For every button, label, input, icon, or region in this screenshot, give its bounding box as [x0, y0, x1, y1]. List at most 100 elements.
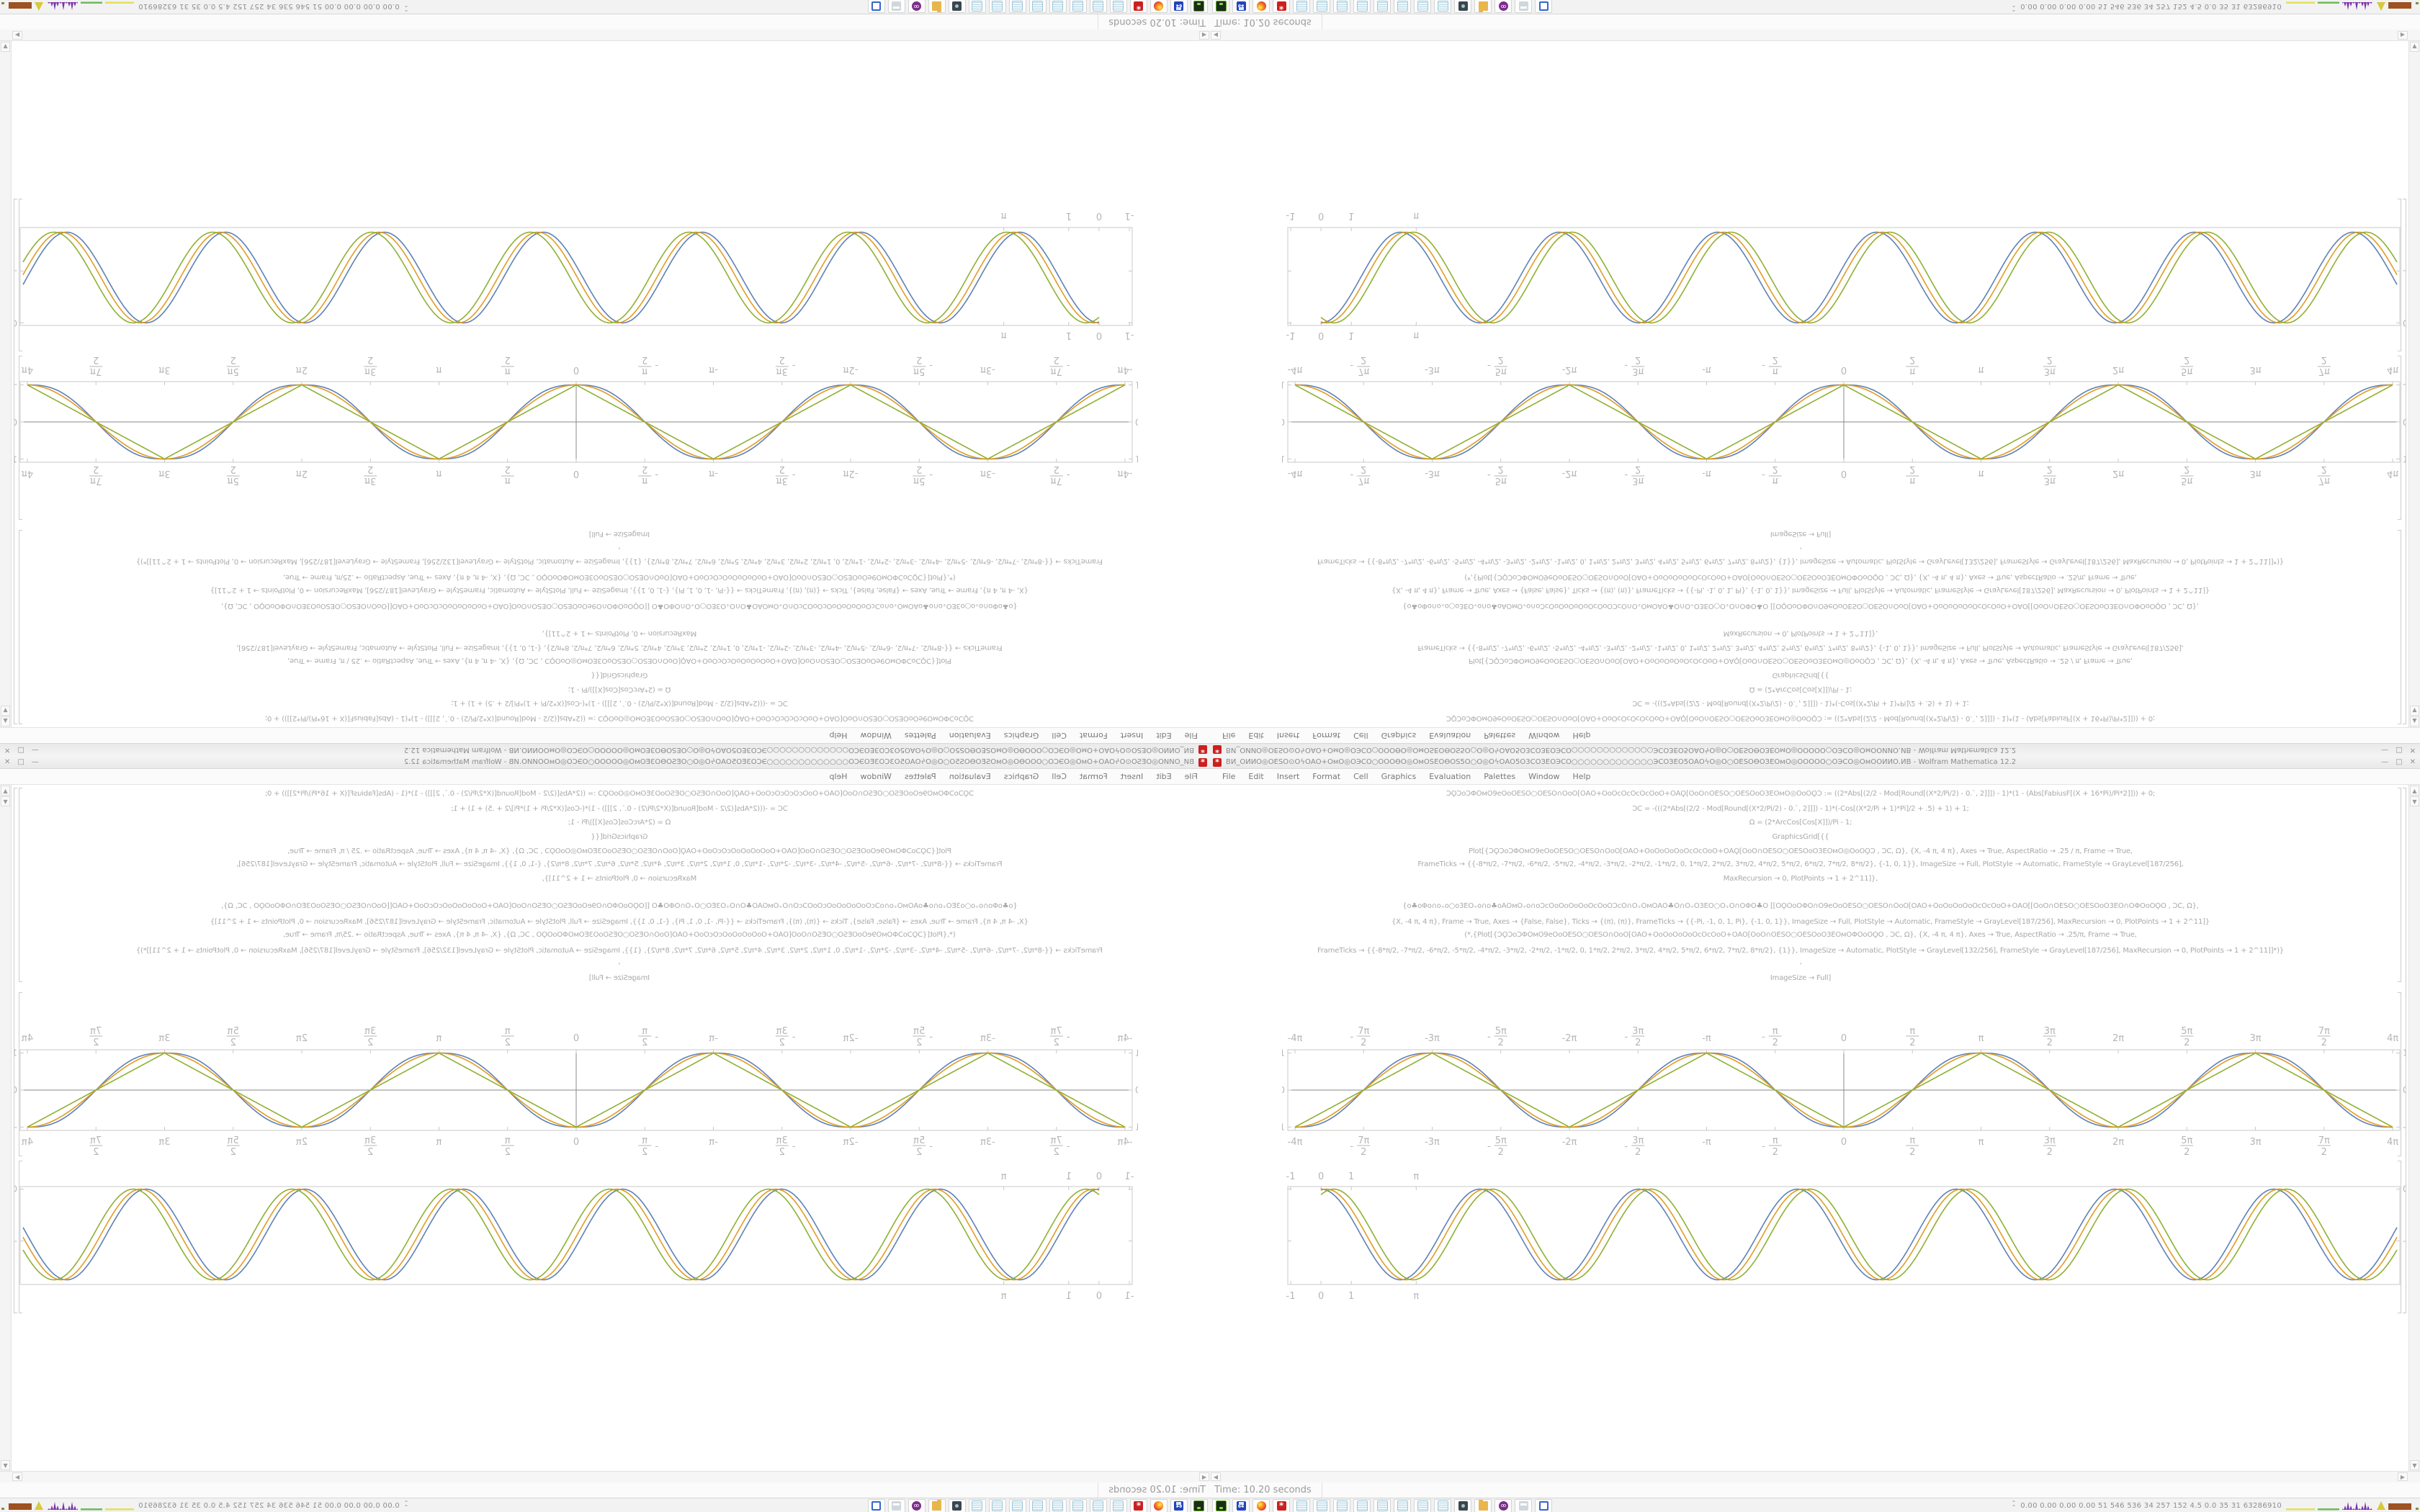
- scroll-up-icon[interactable]: ▲: [1, 716, 10, 726]
- taskbar-button-owl[interactable]: oo: [908, 1498, 926, 1512]
- code-line-7[interactable]: MaxRecursion → 0, PlotPoints → 1 + 2^11]…: [1723, 629, 1878, 637]
- taskbar-button-terminal-green[interactable]: [1191, 1498, 1208, 1512]
- menu-item-file[interactable]: File: [1184, 772, 1198, 781]
- taskbar-button-camera[interactable]: [1454, 1498, 1471, 1512]
- menu-item-file[interactable]: File: [1222, 772, 1236, 781]
- code-line-3[interactable]: Ω = (2*ArcCos[Cos[X]])/Pi - 1;: [1749, 685, 1852, 693]
- close-button[interactable]: ✕: [2409, 758, 2416, 766]
- scroll-down-icon[interactable]: ▼: [2410, 706, 2419, 716]
- code-line-3[interactable]: Ω = (2*ArcCos[Cos[X]])/Pi - 1;: [1749, 819, 1852, 827]
- menu-item-file[interactable]: File: [1222, 731, 1236, 740]
- taskbar-button-notepad[interactable]: [1110, 1498, 1127, 1512]
- taskbar-button-terminal-green[interactable]: [1212, 1498, 1229, 1512]
- notebook-content[interactable]: ƆϘƆоƆΦОмО9еОоОЕЅО○ОЕЅО∩ОоО[ОАО+ОоОсОсОсО…: [1210, 41, 2408, 727]
- code-line-8[interactable]: {о♣оΦо∩о₊о○о3ЕО₊о∩о♣оАОмО₊о∩оϽсОоОоОоОоО…: [1402, 602, 2199, 610]
- menu-item-help[interactable]: Help: [829, 772, 848, 781]
- vertical-scrollbar[interactable]: ▲ ▼ ▼: [0, 41, 12, 727]
- code-line-4[interactable]: GraphicsGrid[{{: [591, 833, 648, 841]
- cell-bracket-plot1[interactable]: [2398, 992, 2401, 1156]
- menu-item-palettes[interactable]: Palettes: [904, 731, 936, 740]
- taskbar-button-window-blue[interactable]: [868, 0, 885, 14]
- taskbar-button-notepad[interactable]: [1070, 0, 1087, 14]
- code-line-12[interactable]: ': [618, 962, 621, 970]
- taskbar-button-notepad[interactable]: [1029, 0, 1047, 14]
- taskbar-button-window-blue[interactable]: [868, 1498, 885, 1512]
- code-line-6[interactable]: FrameTicks → {{-8*π/2, -7*π/2, -6*π/2, -…: [1417, 644, 2184, 652]
- taskbar-button-notepad[interactable]: [1009, 0, 1026, 14]
- taskbar-button-notepad[interactable]: [1434, 0, 1451, 14]
- code-line-4[interactable]: GraphicsGrid[{{: [1772, 833, 1829, 841]
- scroll-up-icon[interactable]: ▲: [1, 786, 10, 796]
- taskbar-button-floppy-64[interactable]: 64: [1170, 0, 1188, 14]
- scroll-right-icon[interactable]: ▶: [12, 1472, 22, 1481]
- taskbar-button-notepad[interactable]: [1373, 1498, 1391, 1512]
- menu-item-insert[interactable]: Insert: [1276, 731, 1300, 740]
- menu-item-insert[interactable]: Insert: [1276, 772, 1300, 781]
- code-line-2[interactable]: ϽС = -(((2*Abs[(2/2 - Mod[Round[(X*2/Pi/…: [1632, 699, 1969, 707]
- tray-expand-icon[interactable]: ⌃ ⌃: [2011, 1500, 2017, 1511]
- vertical-scrollbar[interactable]: ▲ ▼ ▼: [2408, 785, 2420, 1471]
- code-line-5[interactable]: Plot[{ƆϘƆоƆΦОмО9еОоОЕЅО○ОЕЅО∩ОоО[ОАО+ОоО…: [1469, 657, 2133, 665]
- taskbar-button-floppy-64[interactable]: 64: [1232, 0, 1250, 14]
- tray-expand-icon[interactable]: ⌃ ⌃: [403, 1, 409, 12]
- cell-bracket-group[interactable]: [14, 199, 17, 724]
- taskbar-button-folder[interactable]: [928, 0, 946, 14]
- taskbar-button-owl[interactable]: oo: [1494, 1498, 1512, 1512]
- menu-item-format[interactable]: Format: [1312, 772, 1341, 781]
- code-line-10[interactable]: (*,{Plot[{ƆϘƆоƆΦОмО9еОоОЕЅО○ОЕЅО∩ОоО[ОАО…: [1464, 931, 2137, 939]
- code-line-9[interactable]: {X, -4 π, 4 π}, Frame → True, Axes → {Fa…: [210, 918, 1028, 926]
- code-line-12[interactable]: ': [1799, 542, 1802, 550]
- taskbar-button-notepad[interactable]: [1394, 0, 1411, 14]
- code-line-1[interactable]: ƆϘƆоƆΦОмО9еОоОЕЅО○ОЕЅО∩ОоО[ОАО+ОоОсОсОсО…: [264, 790, 974, 798]
- code-line-11[interactable]: FrameTicks → {{-8*π/2, -7*π/2, -6*π/2, -…: [136, 947, 1103, 955]
- scroll-left-icon[interactable]: ◀: [1199, 1472, 1209, 1481]
- menu-item-graphics[interactable]: Graphics: [1003, 772, 1039, 781]
- taskbar-button-mathematica[interactable]: *: [1273, 0, 1290, 14]
- taskbar-button-notepad[interactable]: [1353, 1498, 1371, 1512]
- maximize-button[interactable]: □: [17, 758, 24, 766]
- taskbar-button-folder[interactable]: [928, 1498, 946, 1512]
- code-line-7[interactable]: MaxRecursion → 0, PlotPoints → 1 + 2^11]…: [542, 629, 697, 637]
- scroll-down-icon[interactable]: ▼: [1, 1460, 10, 1470]
- maximize-button[interactable]: □: [2396, 758, 2403, 766]
- menu-item-file[interactable]: File: [1184, 731, 1198, 740]
- menu-item-edit[interactable]: Edit: [1156, 772, 1172, 781]
- scroll-left-icon[interactable]: ◀: [1211, 31, 1221, 40]
- taskbar-button-floppy-64[interactable]: 64: [1170, 1498, 1188, 1512]
- menu-item-graphics[interactable]: Graphics: [1381, 731, 1417, 740]
- scroll-down-icon[interactable]: ▼: [2410, 1460, 2419, 1470]
- scroll-right-icon[interactable]: ▶: [2398, 31, 2408, 40]
- menu-item-window[interactable]: Window: [1528, 772, 1560, 781]
- code-line-11[interactable]: FrameTicks → {{-8*π/2, -7*π/2, -6*π/2, -…: [1317, 557, 2284, 565]
- code-line-6[interactable]: FrameTicks → {{-8*π/2, -7*π/2, -6*π/2, -…: [1417, 860, 2184, 868]
- code-line-1[interactable]: ƆϘƆоƆΦОмО9еОоОЕЅО○ОЕЅО∩ОоО[ОАО+ОоОсОсОсО…: [1446, 714, 2156, 722]
- taskbar-button-notepad[interactable]: [1353, 0, 1371, 14]
- code-line-12[interactable]: ': [618, 542, 621, 550]
- taskbar-button-notepad[interactable]: [1090, 0, 1107, 14]
- window-titlebar[interactable]: * ВИ_ОИИО◎ОЕЅО⊙ОϟОАО+ОмО◎ОЭСО○ОООѲО◎ОмОЅ…: [0, 743, 1210, 756]
- menu-item-graphics[interactable]: Graphics: [1381, 772, 1417, 781]
- taskbar-button-owl[interactable]: oo: [1494, 0, 1512, 14]
- os-taskbar[interactable]: 64 * oo ⌃ ⌃ 0.00 0.00 0.00 0.00 51 546 536 …: [1210, 0, 2420, 14]
- code-line-12[interactable]: ': [1799, 962, 1802, 970]
- tray-expand-icon[interactable]: ⌃ ⌃: [403, 1500, 409, 1511]
- taskbar-button-notepad[interactable]: [1293, 1498, 1310, 1512]
- code-line-9[interactable]: {X, -4 π, 4 π}, Frame → True, Axes → {Fa…: [210, 586, 1028, 594]
- notebook-content[interactable]: ƆϘƆоƆΦОмО9еОоОЕЅО○ОЕЅО∩ОоО[ОАО+ОоОсОсОсО…: [1210, 785, 2408, 1471]
- taskbar-button-firefox[interactable]: [1252, 1498, 1270, 1512]
- menu-item-palettes[interactable]: Palettes: [904, 772, 936, 781]
- menu-item-window[interactable]: Window: [860, 772, 892, 781]
- code-line-11[interactable]: FrameTicks → {{-8*π/2, -7*π/2, -6*π/2, -…: [136, 557, 1103, 565]
- code-line-5[interactable]: Plot[{ƆϘƆоƆΦОмО9еОоОЕЅО○ОЕЅО∩ОоО[ОАО+ОоО…: [287, 657, 951, 665]
- taskbar-button-window-blue[interactable]: [1535, 1498, 1552, 1512]
- os-taskbar[interactable]: 64 * oo ⌃ ⌃ 0.00 0.00 0.00 0.00 51 546 536 …: [1210, 1498, 2420, 1512]
- minimize-button[interactable]: —: [2381, 746, 2389, 754]
- taskbar-button-notepad[interactable]: [1313, 1498, 1330, 1512]
- menu-item-edit[interactable]: Edit: [1248, 731, 1264, 740]
- taskbar-button-notepad[interactable]: [1414, 1498, 1431, 1512]
- taskbar-button-notepad[interactable]: [1333, 0, 1350, 14]
- scroll-up-icon[interactable]: ▲: [2410, 716, 2419, 726]
- code-line-6[interactable]: FrameTicks → {{-8*π/2, -7*π/2, -6*π/2, -…: [236, 860, 1003, 868]
- taskbar-button-terminal-green[interactable]: [1212, 0, 1229, 14]
- menu-item-evaluation[interactable]: Evaluation: [949, 772, 991, 781]
